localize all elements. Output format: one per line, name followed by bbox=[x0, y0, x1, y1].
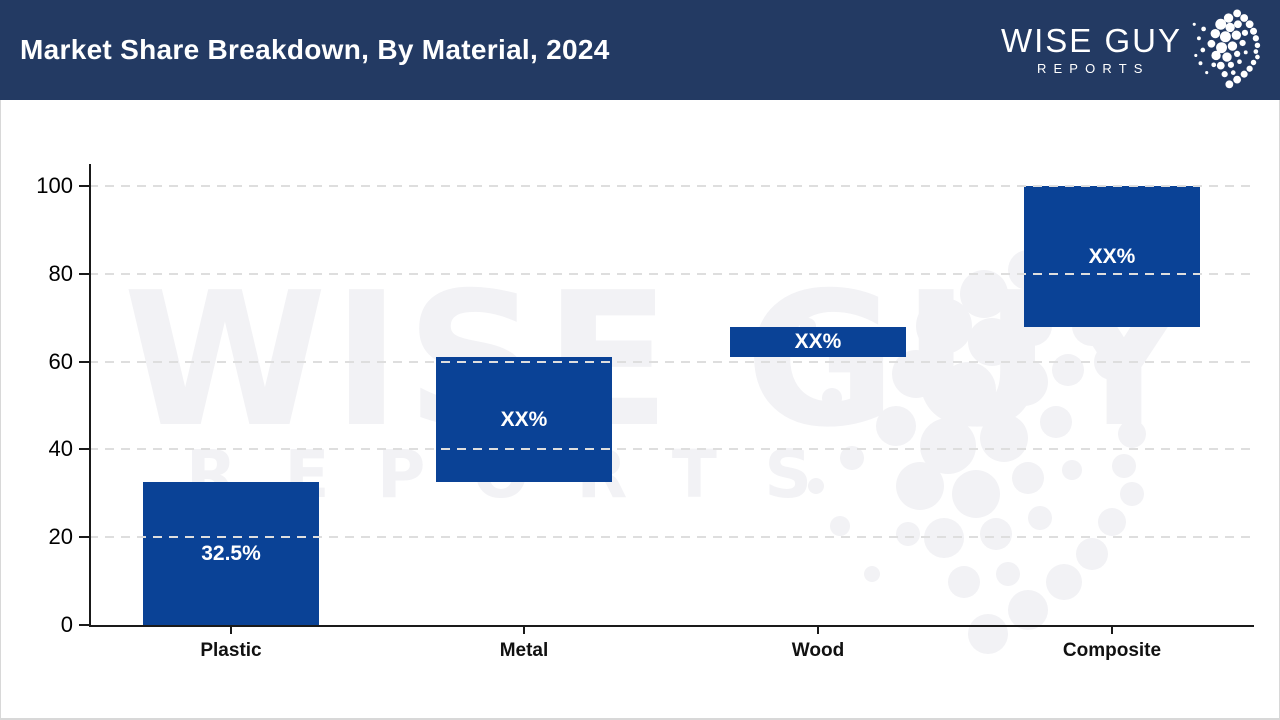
gridline bbox=[89, 536, 1254, 539]
x-category-label: Composite bbox=[1062, 640, 1162, 661]
y-tick-label: 100 bbox=[36, 173, 73, 198]
bar-plastic: 32.5% bbox=[143, 482, 319, 625]
bar-composite: XX% bbox=[1024, 186, 1200, 327]
brand-logo: WISE GUY REPORTS bbox=[1001, 6, 1280, 94]
gridline bbox=[89, 272, 1254, 275]
y-tick bbox=[79, 624, 89, 626]
brand-subtitle: REPORTS bbox=[1036, 60, 1150, 76]
y-tick bbox=[79, 448, 89, 451]
page-title: Market Share Breakdown, By Material, 202… bbox=[20, 34, 610, 65]
x-tick bbox=[230, 625, 232, 634]
brand-name: WISE GUY bbox=[1000, 22, 1182, 60]
y-tick-label: 0 bbox=[60, 612, 73, 637]
y-tick-label: 40 bbox=[48, 436, 73, 462]
bar-value-label: XX% bbox=[1088, 244, 1136, 268]
bar-value-label: XX% bbox=[500, 408, 548, 432]
y-tick bbox=[79, 185, 89, 187]
y-tick bbox=[79, 272, 89, 275]
gridline bbox=[89, 185, 1254, 187]
bar-value-label: XX% bbox=[794, 330, 842, 354]
x-tick bbox=[817, 625, 819, 634]
x-category-label: Metal bbox=[499, 640, 549, 661]
y-tick-label: 60 bbox=[48, 348, 73, 374]
x-axis-line bbox=[89, 625, 1254, 627]
x-tick bbox=[523, 625, 525, 634]
y-tick-label: 20 bbox=[48, 524, 73, 550]
bar-wood: XX% bbox=[730, 326, 906, 358]
dotted-head-icon bbox=[1192, 9, 1261, 89]
header: Market Share Breakdown, By Material, 202… bbox=[0, 0, 1280, 100]
y-axis-line bbox=[89, 164, 91, 627]
gridline bbox=[89, 360, 1254, 363]
y-tick bbox=[79, 536, 89, 539]
x-tick bbox=[1111, 625, 1113, 634]
y-tick bbox=[79, 360, 89, 363]
brand-logo-text: WISE GUY REPORTS bbox=[1001, 24, 1182, 76]
bar-metal: XX% bbox=[436, 357, 612, 483]
x-category-label: Plastic bbox=[200, 640, 262, 661]
gridline bbox=[89, 448, 1254, 451]
bar-value-label: 32.5% bbox=[201, 542, 261, 566]
y-tick-label: 80 bbox=[48, 260, 73, 286]
x-category-label: Wood bbox=[791, 640, 845, 661]
